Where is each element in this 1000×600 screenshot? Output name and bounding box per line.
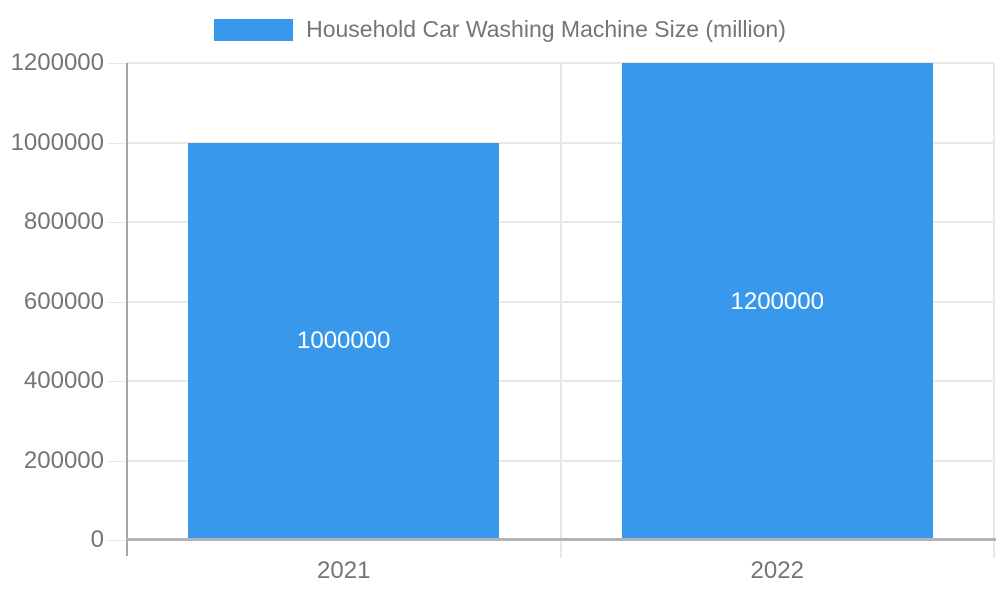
bar-value-label: 1000000: [297, 327, 391, 355]
bar-2021: 1000000: [188, 142, 500, 540]
y-axis-tick: [107, 381, 127, 382]
y-axis-tick: [107, 460, 127, 462]
y-axis-tick: [107, 222, 127, 223]
y-axis-tick-label: 800000: [23, 208, 104, 235]
y-axis-tick-label: 400000: [23, 367, 104, 394]
y-axis-tick: [107, 301, 127, 303]
y-axis-tick-label: 200000: [23, 446, 104, 474]
y-axis-tick: [107, 142, 127, 144]
y-axis-tick-label: 1000000: [10, 128, 104, 156]
y-axis-tick: [107, 63, 127, 64]
chart-legend[interactable]: Household Car Washing Machine Size (mill…: [0, 16, 1000, 43]
legend-series-label: Household Car Washing Machine Size (mill…: [306, 16, 786, 42]
bar-2022: 1200000: [621, 63, 933, 540]
x-axis-category-label: 2021: [317, 557, 371, 584]
plot-area: 1000000 1200000: [107, 62, 995, 558]
bar-value-label: 1200000: [730, 287, 824, 315]
category-boundary-gridline: [993, 63, 995, 558]
x-axis-category-label: 2022: [750, 557, 804, 584]
y-axis-tick: [107, 540, 127, 541]
x-axis-baseline: [127, 538, 996, 541]
legend-swatch-icon: [214, 18, 294, 41]
y-axis-line: [126, 63, 128, 556]
y-axis-tick-label: 1200000: [10, 49, 104, 76]
category-boundary-gridline: [559, 63, 562, 558]
y-axis-tick-label: 600000: [23, 287, 104, 315]
y-axis-tick-label: 0: [90, 526, 104, 553]
